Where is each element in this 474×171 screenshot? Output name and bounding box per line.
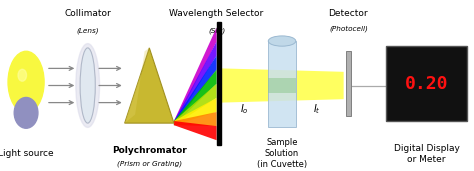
Polygon shape xyxy=(125,48,149,123)
Bar xyxy=(346,51,351,116)
Ellipse shape xyxy=(18,69,27,81)
Text: $I_t$: $I_t$ xyxy=(313,103,320,116)
Ellipse shape xyxy=(80,48,95,123)
Ellipse shape xyxy=(14,97,38,128)
Text: Digital Display
or Meter: Digital Display or Meter xyxy=(394,144,459,164)
Text: Light source: Light source xyxy=(0,149,54,158)
Bar xyxy=(268,78,296,93)
Polygon shape xyxy=(174,112,217,126)
Text: (Slit): (Slit) xyxy=(208,28,225,34)
Bar xyxy=(386,46,467,121)
Ellipse shape xyxy=(268,36,296,46)
Text: Polychromator: Polychromator xyxy=(112,146,187,155)
Text: (Photocell): (Photocell) xyxy=(329,26,368,32)
Polygon shape xyxy=(174,42,217,125)
Polygon shape xyxy=(174,70,217,125)
Polygon shape xyxy=(174,27,217,125)
Bar xyxy=(217,22,221,145)
Ellipse shape xyxy=(8,51,44,113)
Text: Wavelength Selector: Wavelength Selector xyxy=(170,9,264,18)
Text: (Prism or Grating): (Prism or Grating) xyxy=(117,161,182,167)
Ellipse shape xyxy=(76,44,100,127)
Polygon shape xyxy=(174,84,217,125)
Polygon shape xyxy=(174,121,217,140)
Polygon shape xyxy=(125,48,174,123)
Text: Sample
Solution
(in Cuvette): Sample Solution (in Cuvette) xyxy=(257,138,307,169)
Text: (Lens): (Lens) xyxy=(76,28,99,34)
Text: Detector: Detector xyxy=(328,9,368,18)
Text: 0.20: 0.20 xyxy=(405,75,448,93)
Polygon shape xyxy=(221,68,344,103)
Bar xyxy=(268,41,296,127)
Polygon shape xyxy=(174,98,217,125)
Text: $I_o$: $I_o$ xyxy=(240,103,248,116)
Polygon shape xyxy=(174,56,217,125)
Text: Collimator: Collimator xyxy=(64,9,111,18)
